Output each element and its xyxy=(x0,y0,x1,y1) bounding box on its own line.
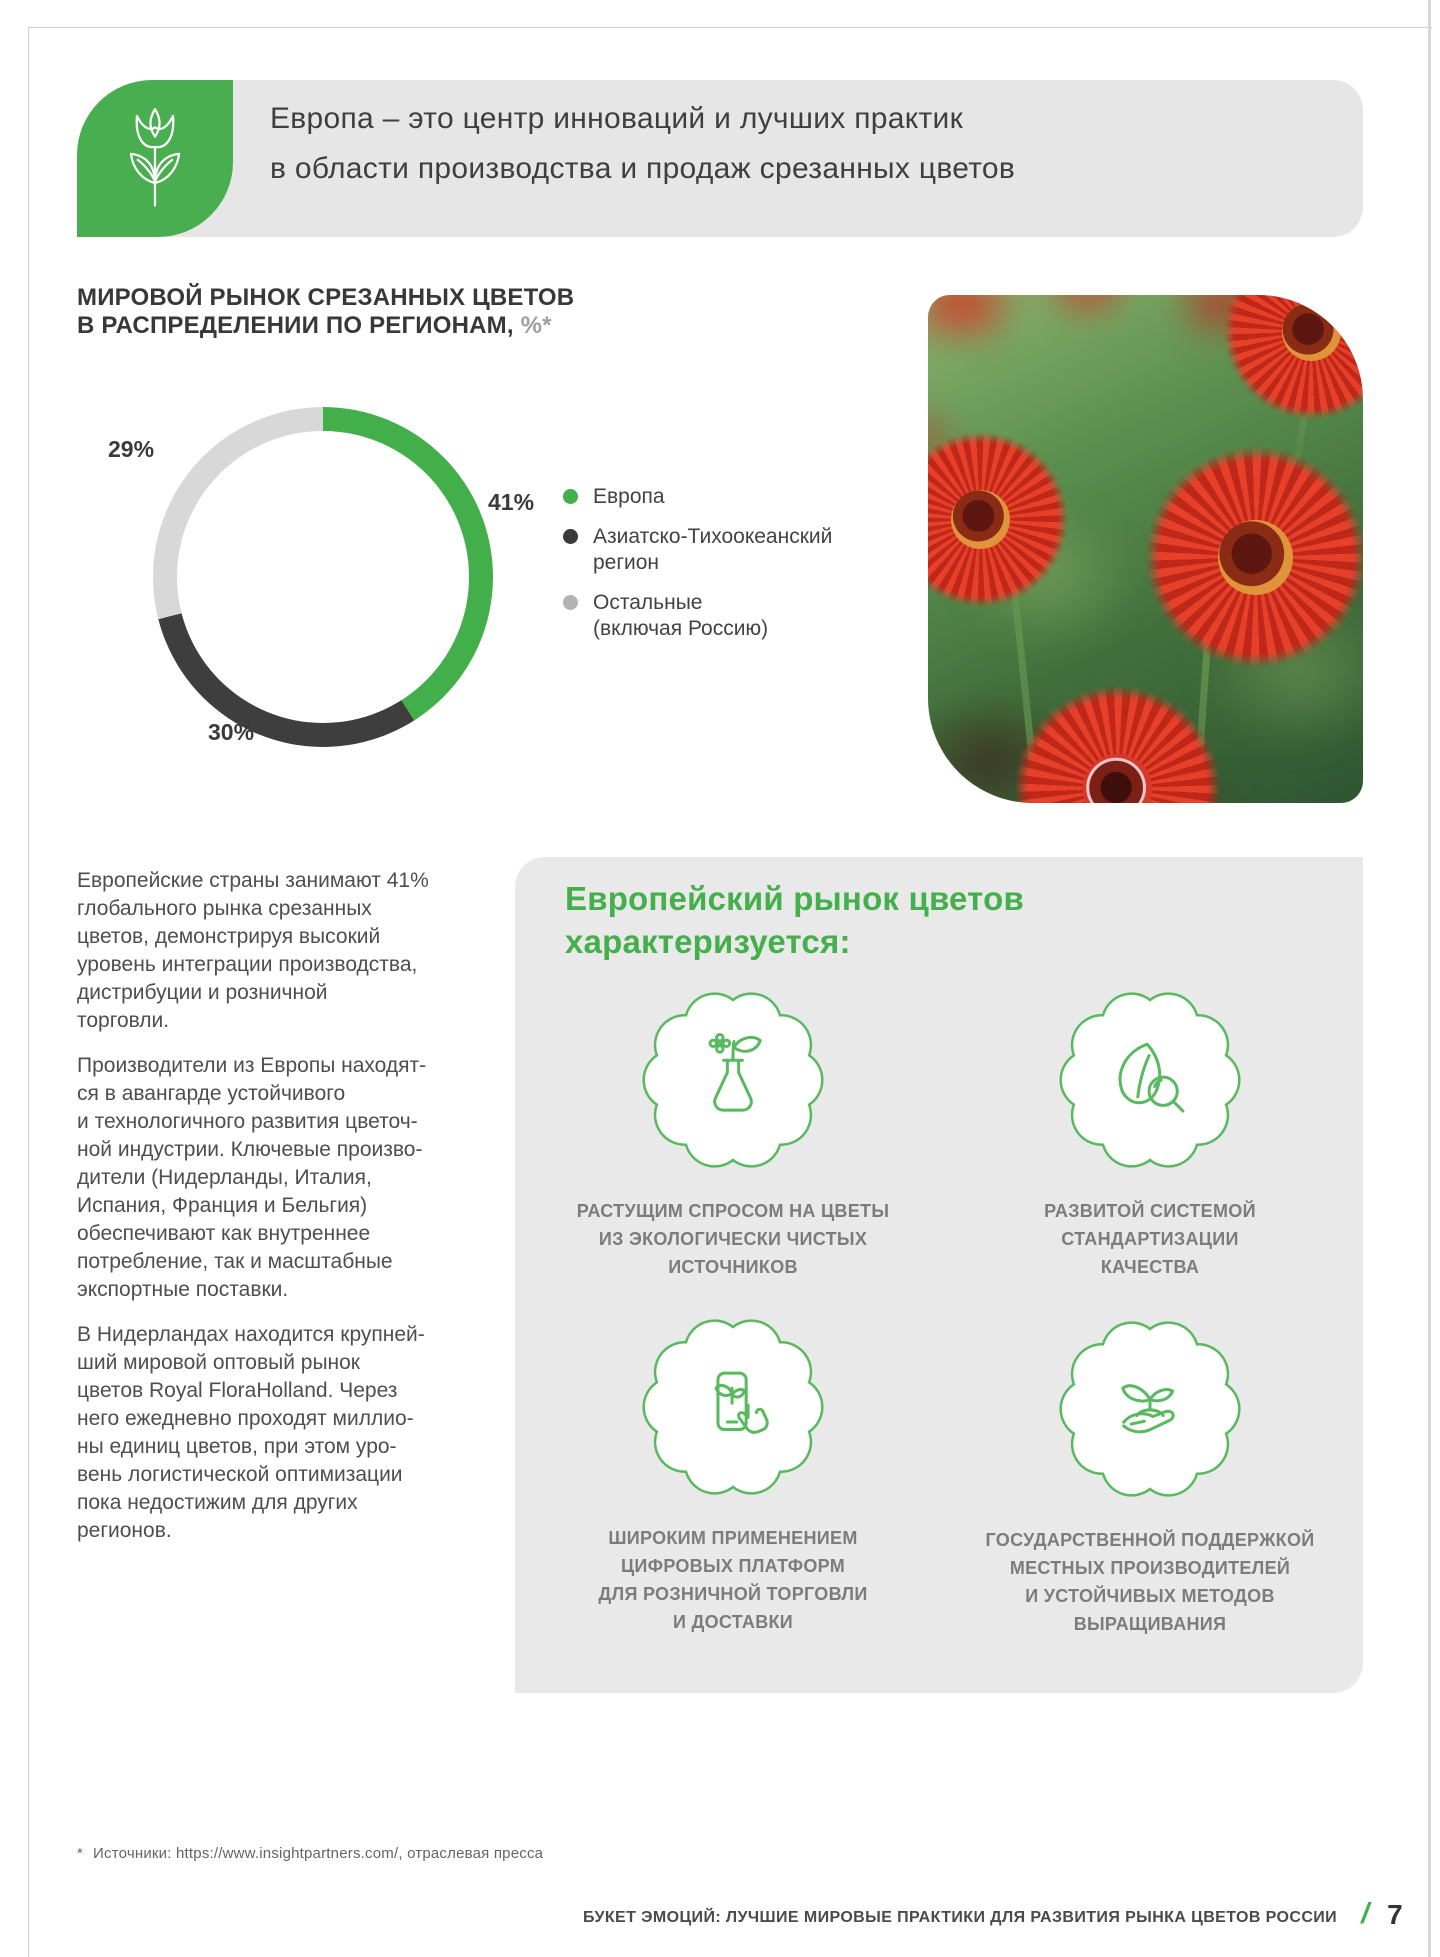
feature-cloud xyxy=(1058,1317,1242,1501)
feature-eco-sources: РАСТУЩИМ СПРОСОМ НА ЦВЕТЫ ИЗ ЭКОЛОГИЧЕСКИ… xyxy=(543,988,923,1281)
chart-title-line2-wrap: В РАСПРЕДЕЛЕНИИ ПО РЕГИОНАМ, %* xyxy=(77,312,574,340)
feature-caption: ГОСУДАРСТВЕННОЙ ПОДДЕРЖКОЙ МЕСТНЫХ ПРОИЗВ… xyxy=(985,1530,1315,1634)
legend-item: Остальные (включая Россию) xyxy=(563,590,832,642)
feature-digital-platforms: ШИРОКИМ ПРИМЕНЕНИЕМ ЦИФРОВЫХ ПЛАТФОРМ ДЛЯ … xyxy=(543,1315,923,1636)
page-edge-right xyxy=(1428,0,1431,1957)
hand-sprout-icon xyxy=(1121,1384,1175,1434)
paragraph-line: него ежедневно проходят миллио- xyxy=(77,1407,414,1430)
paragraph-line: дители (Нидерланды, Италия, xyxy=(77,1166,372,1189)
feature-quality-standards: РАЗВИТОЙ СИСТЕМОЙ СТАНДАРТИЗАЦИИ КАЧЕСТВА xyxy=(960,988,1340,1281)
legend-dot-icon xyxy=(563,489,578,504)
footer-divider: / xyxy=(1361,1898,1370,1930)
paragraph-line: глобального рынка срезанных xyxy=(77,897,372,920)
feature-caption: РАЗВИТОЙ СИСТЕМОЙ СТАНДАРТИЗАЦИИ КАЧЕСТВА xyxy=(1044,1201,1256,1277)
panel-heading: Европейский рынок цветов характеризуется… xyxy=(565,877,1024,963)
features-panel: Европейский рынок цветов характеризуется… xyxy=(515,857,1363,1693)
paragraph-line: экспортные поставки. xyxy=(77,1278,289,1301)
tulip-icon xyxy=(129,107,181,207)
donut-label-apac: 30% xyxy=(208,719,255,745)
page-number: 7 xyxy=(1387,1899,1403,1930)
paragraph-line: ной индустрии. Ключевые произво- xyxy=(77,1138,423,1161)
chart-title-unit: %* xyxy=(520,312,552,339)
footnote: * Источники: https://www.insightpartners.… xyxy=(77,1845,543,1862)
panel-heading-line2: характеризуется: xyxy=(565,923,851,960)
donut-label-europe: 41% xyxy=(488,489,535,515)
page-title: Европа – это центр инноваций и лучших пр… xyxy=(270,94,1015,194)
footnote-suffix: , отраслевая пресса xyxy=(398,1845,544,1862)
paragraph-line: ший мировой оптовый рынок xyxy=(77,1351,360,1374)
paragraph-line: уровень интеграции производства, xyxy=(77,953,418,976)
page-title-line2: в области производства и продаж срезанны… xyxy=(270,152,1016,185)
legend-item: Европа xyxy=(563,484,832,510)
scalloped-cloud-shape xyxy=(1059,992,1241,1168)
paragraph-line: ны единиц цветов, при этом уро- xyxy=(77,1435,397,1458)
header-banner xyxy=(160,80,1363,237)
eco-flask-icon xyxy=(708,1033,762,1112)
paragraph-line: и технологичного развития цветоч- xyxy=(77,1110,418,1133)
donut-chart xyxy=(153,407,493,747)
legend-dot-icon xyxy=(563,595,578,610)
leaf-magnifier-icon xyxy=(1118,1042,1185,1113)
legend-label: Азиатско-Тихоокеанский регион xyxy=(593,525,833,574)
chart-legend: Европа Азиатско-Тихоокеанский регион Осталь… xyxy=(563,484,832,656)
feature-caption: ШИРОКИМ ПРИМЕНЕНИЕМ ЦИФРОВЫХ ПЛАТФОРМ ДЛЯ … xyxy=(598,1528,868,1632)
paragraph-line: регионов. xyxy=(77,1519,172,1542)
paragraph-line: обеспечивают как внутреннее xyxy=(77,1222,371,1245)
paragraph-line: Европейские страны занимают 41% xyxy=(77,869,429,892)
body-paragraph: Европейские страны занимают 41% глобально… xyxy=(77,867,517,1035)
paragraph-line: В Нидерландах находится крупней- xyxy=(77,1323,425,1346)
footer-title: БУКЕТ ЭМОЦИЙ: ЛУЧШИЕ МИРОВЫЕ ПРАКТИКИ ДЛ… xyxy=(583,1909,1338,1926)
chart-title-line2: В РАСПРЕДЕЛЕНИИ ПО РЕГИОНАМ, xyxy=(77,312,514,339)
paragraph-line: вень логистической оптимизации xyxy=(77,1463,403,1486)
legend-label: Европа xyxy=(593,485,665,508)
chart-title: МИРОВОЙ РЫНОК СРЕЗАННЫХ ЦВЕТОВ В РАСПРЕД… xyxy=(77,284,574,340)
body-paragraph: Производители из Европы находят-ся в ава… xyxy=(77,1052,517,1304)
paragraph-line: торговли. xyxy=(77,1009,170,1032)
scalloped-cloud-shape xyxy=(642,1319,824,1495)
feature-cloud xyxy=(1058,988,1242,1172)
paragraph-line: пока недостижим для других xyxy=(77,1491,358,1514)
donut-label-others: 29% xyxy=(108,436,155,462)
scalloped-cloud-shape xyxy=(642,992,824,1168)
footnote-prefix: Источники: xyxy=(93,1845,176,1862)
paragraph-line: потребление, так и масштабные xyxy=(77,1250,393,1273)
panel-heading-line1: Европейский рынок цветов xyxy=(565,880,1024,917)
paragraph-line: цветов, демонстрируя высокий xyxy=(77,925,381,948)
page-title-line1: Европа – это центр инноваций и лучших пр… xyxy=(270,102,964,135)
logo-block xyxy=(77,80,233,237)
feature-cloud xyxy=(641,988,825,1172)
paragraph-line: дистрибуции и розничной xyxy=(77,981,328,1004)
feature-government-support: ГОСУДАРСТВЕННОЙ ПОДДЕРЖКОЙ МЕСТНЫХ ПРОИЗВ… xyxy=(960,1317,1340,1638)
page-edge-top xyxy=(28,27,1432,28)
feature-caption: РАСТУЩИМ СПРОСОМ НА ЦВЕТЫ ИЗ ЭКОЛОГИЧЕСКИ… xyxy=(576,1201,890,1277)
body-text-column: Европейские страны занимают 41% глобально… xyxy=(77,867,517,1562)
page-edge-left xyxy=(28,27,29,1957)
gerbera-flower xyxy=(1145,447,1363,668)
phone-tap-icon xyxy=(714,1371,769,1434)
chart-title-line1: МИРОВОЙ РЫНОК СРЕЗАННЫХ ЦВЕТОВ xyxy=(77,284,575,311)
paragraph-line: Производители из Европы находят- xyxy=(77,1054,427,1077)
footnote-marker: * xyxy=(77,1845,84,1862)
paragraph-line: ся в авангарде устойчивого xyxy=(77,1082,346,1105)
legend-item: Азиатско-Тихоокеанский регион xyxy=(563,524,832,576)
feature-cloud xyxy=(641,1315,825,1499)
footer: БУКЕТ ЭМОЦИЙ: ЛУЧШИЕ МИРОВЫЕ ПРАКТИКИ ДЛ… xyxy=(583,1898,1403,1931)
legend-label: Остальные (включая Россию) xyxy=(593,591,769,640)
footnote-url-link[interactable]: https://www.insightpartners.com/ xyxy=(176,1845,399,1862)
legend-dot-icon xyxy=(563,529,578,544)
paragraph-line: Испания, Франция и Бельгия) xyxy=(77,1194,368,1217)
body-paragraph: В Нидерландах находится крупней-ший миро… xyxy=(77,1321,517,1545)
gerbera-photo xyxy=(928,295,1363,803)
paragraph-line: цветов Royal FloraHolland. Через xyxy=(77,1379,398,1402)
